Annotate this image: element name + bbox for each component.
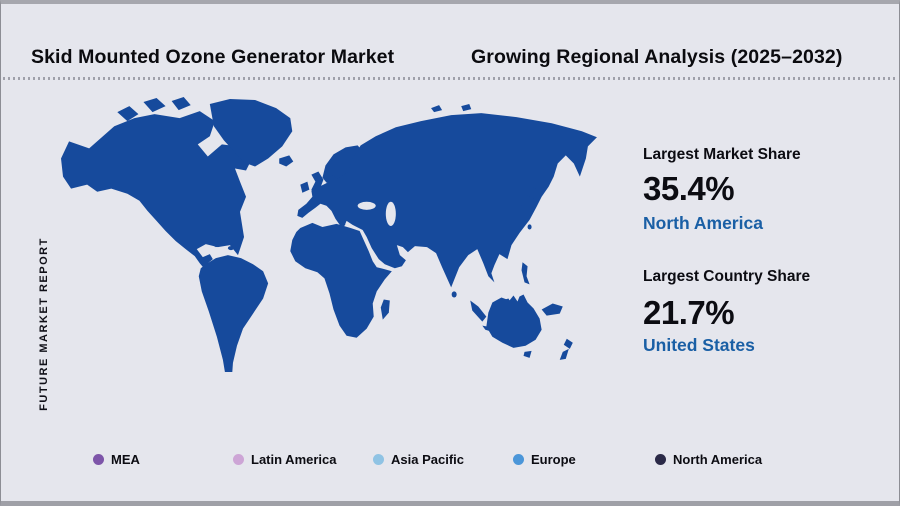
iceland-shape	[279, 155, 294, 167]
eurasia-shape	[297, 113, 597, 288]
arctic-islands-shape	[117, 97, 191, 122]
hispaniola-shape	[227, 246, 234, 251]
largest-market-share-label: Largest Market Share	[643, 146, 801, 163]
legend-item-europe: Europe	[513, 452, 576, 467]
madagascar-shape	[380, 299, 390, 320]
new-zealand-shape	[559, 338, 573, 360]
australia-shape	[486, 294, 542, 348]
legend-label-north-america: North America	[673, 452, 763, 467]
largest-market-share-region: North America	[643, 213, 763, 233]
sri-lanka-shape	[451, 291, 457, 298]
mea-dot-icon	[93, 454, 104, 465]
brand-watermark: FUTURE MARKET REPORT	[38, 237, 50, 411]
siberian-islands-shape	[431, 104, 472, 113]
legend-label-mea: MEA	[111, 452, 140, 467]
legend-label-europe: Europe	[531, 452, 576, 467]
taiwan-shape	[527, 224, 532, 230]
legend-item-north-america: North America	[655, 452, 762, 467]
north-america-dot-icon	[655, 454, 666, 465]
page-title-market: Skid Mounted Ozone Generator Market	[31, 46, 395, 68]
dotted-divider	[3, 77, 897, 80]
cuba-shape	[208, 241, 227, 248]
new-guinea-shape	[541, 303, 563, 316]
greenland-shape	[209, 99, 293, 167]
world-map	[61, 97, 597, 372]
legend-item-mea: MEA	[93, 452, 140, 467]
africa-shape	[290, 222, 392, 338]
north-america-shape	[61, 111, 253, 275]
largest-country-share-region: United States	[643, 335, 755, 355]
page-title-analysis: Growing Regional Analysis (2025–2032)	[471, 46, 843, 68]
tasmania-shape	[523, 350, 532, 358]
caspian-sea-shape	[385, 201, 396, 226]
largest-country-share-label: Largest Country Share	[643, 268, 811, 285]
largest-country-share-value: 21.7%	[643, 294, 735, 331]
europe-dot-icon	[513, 454, 524, 465]
legend-label-latin-america: Latin America	[251, 452, 337, 467]
legend-item-asia-pacific: Asia Pacific	[373, 452, 464, 467]
japan-shape	[514, 185, 538, 222]
south-america-shape	[198, 255, 269, 372]
legend-label-asia-pacific: Asia Pacific	[391, 452, 464, 467]
asia-pacific-dot-icon	[373, 454, 384, 465]
philippines-shape	[521, 262, 530, 285]
sumatra-shape	[470, 300, 487, 322]
black-sea-shape	[357, 201, 376, 210]
latin-america-dot-icon	[233, 454, 244, 465]
ireland-shape	[300, 181, 310, 193]
largest-market-share-value: 35.4%	[643, 170, 735, 207]
legend-item-latin-america: Latin America	[233, 452, 337, 467]
